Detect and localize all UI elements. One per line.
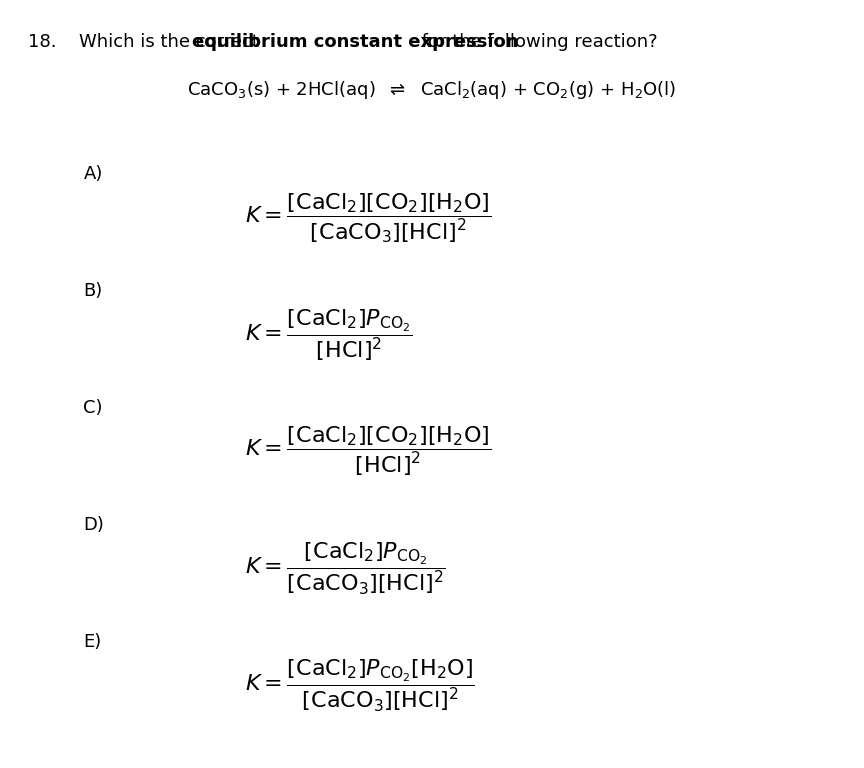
Text: C): C) bbox=[84, 399, 103, 417]
Text: $K = \dfrac{[\mathrm{CaCl_2}][\mathrm{CO_2}][\mathrm{H_2O}]}{[\mathrm{CaCO_3}][\: $K = \dfrac{[\mathrm{CaCl_2}][\mathrm{CO… bbox=[245, 191, 492, 245]
Text: A): A) bbox=[84, 165, 103, 184]
Text: CaCO$_3$(s) + 2HCl(aq)  $\rightleftharpoons$  CaCl$_2$(aq) + CO$_2$(g) + H$_2$O(: CaCO$_3$(s) + 2HCl(aq) $\rightleftharpoo… bbox=[187, 78, 677, 101]
Text: E): E) bbox=[84, 633, 102, 650]
Text: Which is the correct: Which is the correct bbox=[79, 33, 265, 51]
Text: 18.: 18. bbox=[29, 33, 57, 51]
Text: $K = \dfrac{[\mathrm{CaCl_2}][\mathrm{CO_2}][\mathrm{H_2O}]}{[\mathrm{HCl}]^2}$: $K = \dfrac{[\mathrm{CaCl_2}][\mathrm{CO… bbox=[245, 425, 492, 478]
Text: $K = \dfrac{[\mathrm{CaCl_2}]P_{\mathrm{CO_2}}}{[\mathrm{CaCO_3}][\mathrm{HCl}]^: $K = \dfrac{[\mathrm{CaCl_2}]P_{\mathrm{… bbox=[245, 541, 446, 597]
Text: B): B) bbox=[84, 282, 103, 300]
Text: D): D) bbox=[84, 516, 105, 534]
Text: equilibrium constant expression: equilibrium constant expression bbox=[193, 33, 518, 51]
Text: $K = \dfrac{[\mathrm{CaCl_2}]P_{\mathrm{CO_2}}[\mathrm{H_2O}]}{[\mathrm{CaCO_3}]: $K = \dfrac{[\mathrm{CaCl_2}]P_{\mathrm{… bbox=[245, 657, 475, 713]
Text: for the following reaction?: for the following reaction? bbox=[416, 33, 658, 51]
Text: $K = \dfrac{[\mathrm{CaCl_2}]P_{\mathrm{CO_2}}}{[\mathrm{HCl}]^2}$: $K = \dfrac{[\mathrm{CaCl_2}]P_{\mathrm{… bbox=[245, 307, 412, 362]
